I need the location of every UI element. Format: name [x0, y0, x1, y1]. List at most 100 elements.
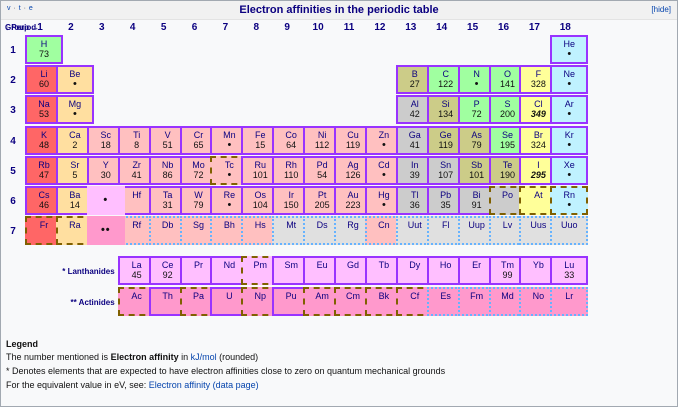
near-zero-marker: •: [567, 108, 572, 121]
hide-toggle[interactable]: [hide]: [651, 5, 671, 14]
element-symbol: Sg: [192, 220, 204, 231]
element-symbol: Hg: [378, 190, 390, 200]
period-number-2: 2: [10, 75, 16, 87]
element-symbol: Rh: [285, 159, 297, 170]
element-cell-mg[interactable]: Mg •: [55, 95, 94, 125]
near-zero-marker: •: [227, 168, 232, 181]
element-symbol: Si: [441, 99, 450, 110]
element-symbol: Ti: [133, 129, 141, 140]
element-symbol: Ce: [161, 260, 174, 271]
element-cell-ar[interactable]: Ar •: [550, 95, 589, 125]
electron-affinity-value: 200: [499, 109, 516, 120]
element-symbol: Ar: [564, 99, 574, 110]
electron-affinity-value: 349: [530, 109, 546, 120]
element-symbol: V: [164, 129, 171, 140]
element-symbol: Hf: [132, 190, 142, 200]
element-cell-be[interactable]: Be •: [55, 65, 94, 95]
element-symbol: Pd: [316, 159, 328, 170]
element-symbol: P: [473, 99, 480, 110]
group-number-1: 1: [37, 22, 43, 33]
element-cell-uuo[interactable]: Uuo: [550, 216, 589, 246]
electron-affinity-value: 47: [38, 169, 49, 180]
element-cell-rn[interactable]: Rn •: [550, 186, 589, 215]
near-zero-marker: •: [381, 199, 386, 211]
element-cell-ne[interactable]: Ne •: [550, 65, 589, 95]
electron-affinity-value: 64: [286, 139, 297, 150]
legend-l1-bold: Electron affinity: [110, 352, 179, 362]
element-symbol: Se: [501, 129, 513, 140]
talk-link[interactable]: t: [18, 5, 22, 12]
near-zero-marker: •: [381, 138, 386, 151]
lanthanides-label: * Lanthanides: [62, 267, 115, 277]
near-zero-marker: •: [72, 78, 77, 91]
element-cell-xe[interactable]: Xe •: [550, 155, 589, 185]
element-symbol: Fm: [470, 290, 484, 301]
period-number-6: 6: [10, 196, 16, 207]
group-number-10: 10: [312, 22, 324, 33]
legend-l1-mid: in: [178, 352, 191, 362]
element-cell-kr[interactable]: Kr •: [550, 125, 589, 155]
element-symbol: Bi: [472, 190, 481, 200]
element-cell-h[interactable]: H 73: [25, 35, 63, 64]
period-number-3: 3: [10, 105, 16, 117]
element-symbol: Sm: [284, 260, 298, 271]
near-zero-marker: •: [474, 78, 479, 91]
element-symbol: Ni: [317, 129, 327, 140]
element-symbol: Gd: [346, 260, 359, 271]
legend-line-asterisk: * Denotes elements that are expected to …: [6, 366, 446, 376]
element-cell-lu[interactable]: Lu 33: [550, 256, 589, 286]
electron-affinity-value: 36: [409, 200, 420, 210]
element-symbol: Zn: [378, 129, 390, 140]
electron-affinity-value: 48: [38, 139, 49, 150]
element-symbol: Os: [254, 190, 267, 200]
element-symbol: Mt: [286, 220, 297, 231]
element-symbol: Np: [254, 290, 267, 301]
element-cell-he[interactable]: He •: [550, 35, 589, 64]
period-number-5: 5: [10, 165, 16, 177]
element-symbol: Th: [162, 290, 173, 301]
electron-affinity-value: 92: [162, 270, 173, 281]
element-symbol: Ba: [69, 190, 81, 200]
element-symbol: Br: [533, 129, 543, 140]
element-symbol: B: [411, 69, 418, 80]
near-zero-marker: •: [381, 168, 386, 181]
placeholder-marker: ••: [100, 224, 111, 237]
group-number-7: 7: [222, 22, 229, 33]
element-symbol: Uus: [530, 220, 547, 231]
electron-affinity-value: 18: [100, 139, 111, 150]
electron-affinity-value: 110: [284, 169, 299, 180]
electron-affinity-value: 328: [530, 79, 546, 90]
element-symbol: Dy: [409, 260, 421, 271]
kj-per-mol-link[interactable]: kJ/mol: [190, 352, 217, 362]
electron-affinity-value: 14: [69, 200, 80, 210]
title-bar: v · t · e Electron affinities in the per…: [1, 1, 677, 20]
group-number-13: 13: [405, 22, 417, 33]
element-symbol: At: [534, 190, 543, 200]
electron-affinity-value: 60: [38, 79, 49, 90]
group-number-11: 11: [343, 22, 355, 33]
element-symbol: Te: [502, 159, 513, 170]
element-symbol: Ta: [162, 190, 173, 200]
element-symbol: Hs: [254, 220, 266, 231]
electron-affinity-value: 86: [162, 169, 173, 180]
vte-separator-1: ·: [11, 5, 19, 12]
element-symbol: Er: [472, 260, 482, 271]
data-page-link[interactable]: Electron affinity (data page): [148, 380, 259, 390]
element-symbol: Ag: [347, 159, 359, 170]
element-symbol: W: [194, 190, 203, 200]
electron-affinity-value: 42: [409, 109, 420, 120]
element-symbol: No: [532, 290, 545, 301]
hide-link[interactable]: [hide]: [651, 5, 671, 14]
edit-link[interactable]: e: [28, 5, 34, 12]
element-symbol: Am: [315, 290, 329, 301]
group-number-6: 6: [191, 22, 198, 33]
view-link[interactable]: v: [7, 5, 11, 12]
electron-affinity-value: 150: [283, 200, 299, 210]
element-cell-lr[interactable]: Lr: [550, 286, 589, 316]
element-symbol: Lu: [564, 260, 575, 271]
element-symbol: H: [40, 39, 48, 49]
element-symbol: Nd: [223, 260, 236, 271]
electron-affinity-value: 5: [72, 169, 78, 180]
element-symbol: Ne: [563, 69, 576, 80]
vte-links[interactable]: v · t · e: [7, 5, 33, 12]
